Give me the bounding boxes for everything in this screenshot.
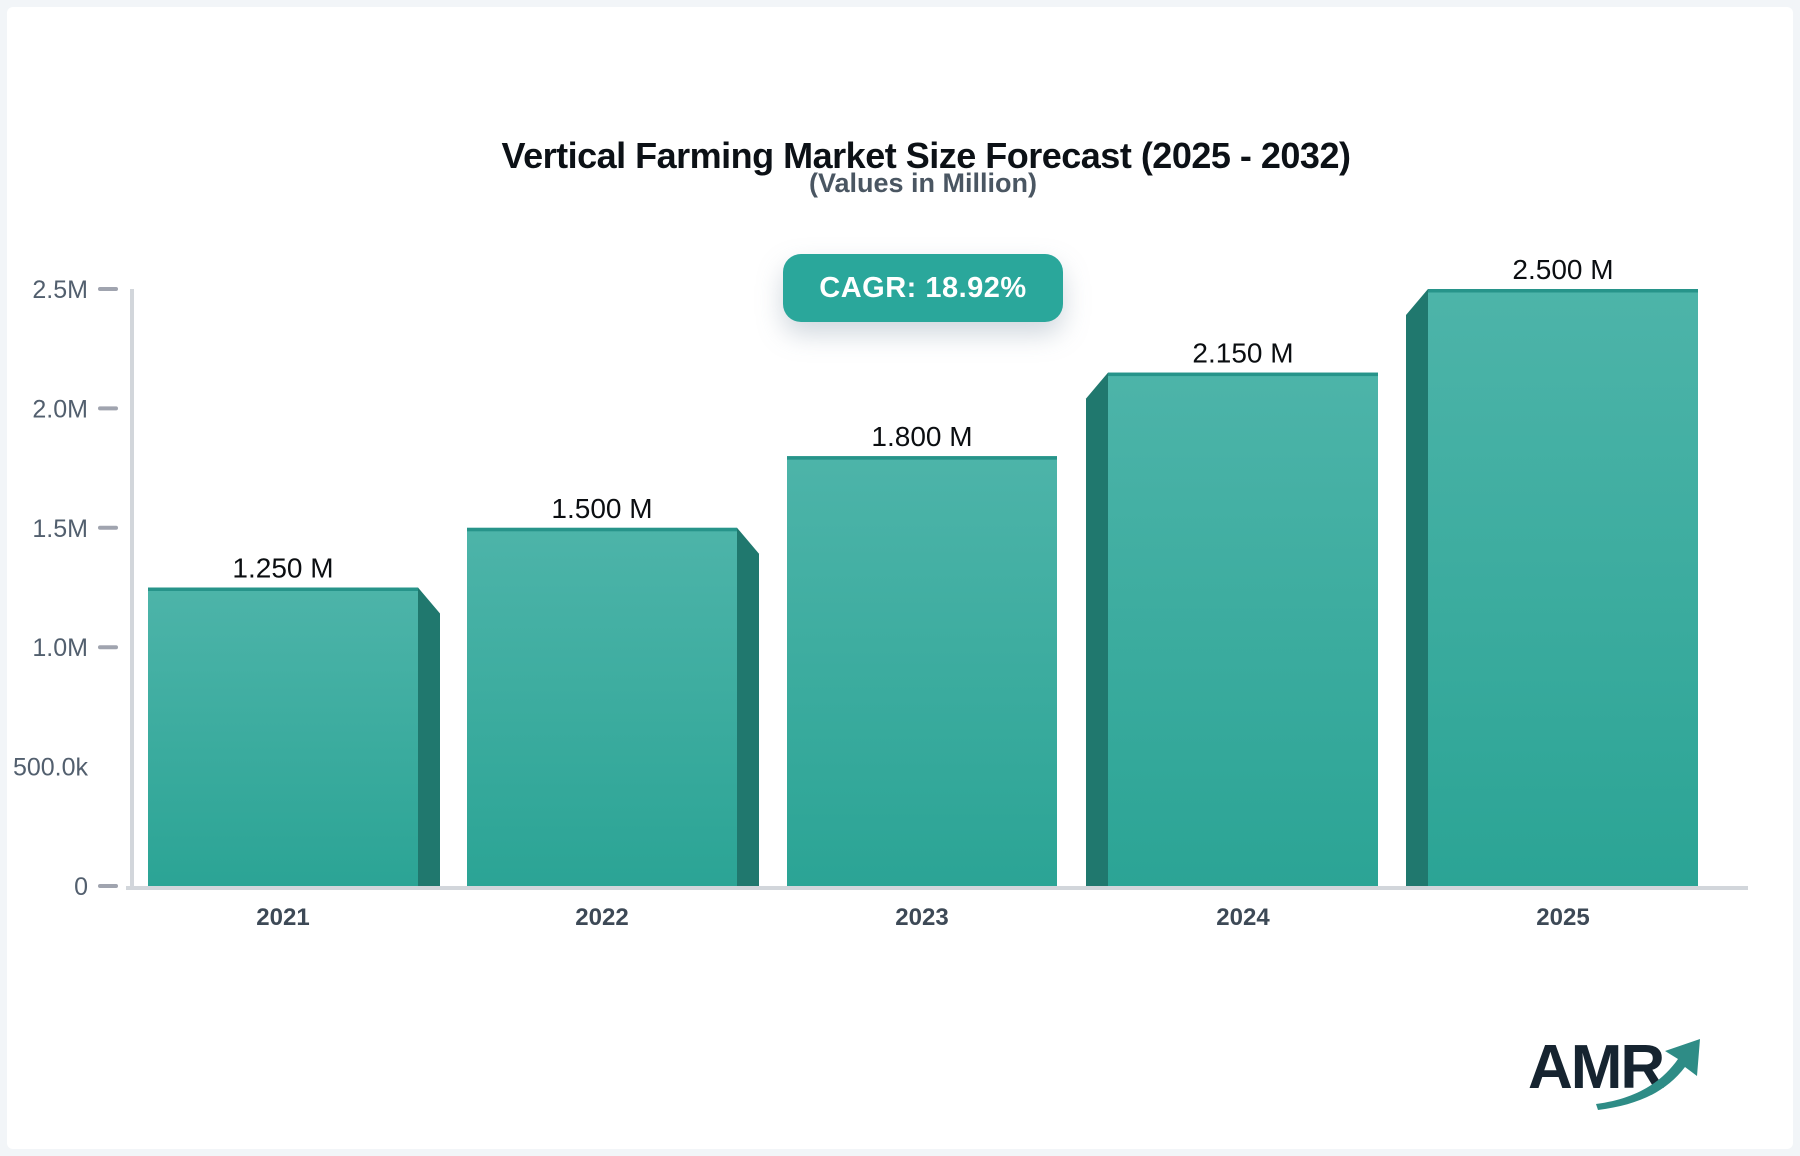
y-axis-tick-label: 500.0k bbox=[13, 754, 89, 782]
y-axis-tick-mark bbox=[98, 645, 118, 650]
y-axis-tick-label: 1.0M bbox=[32, 634, 88, 662]
y-axis-tick-mark bbox=[98, 525, 118, 530]
x-axis-line bbox=[126, 886, 1748, 890]
bar-value-label: 1.250 M bbox=[232, 553, 333, 584]
chart-subtitle: (Values in Million) bbox=[808, 168, 1038, 198]
bar-2025 bbox=[1428, 289, 1698, 886]
growth-arrow-icon bbox=[1596, 1039, 1700, 1110]
bar-depth-side bbox=[1406, 289, 1428, 886]
bar-top-edge bbox=[467, 527, 737, 532]
bar-top-edge bbox=[1108, 372, 1378, 377]
y-axis-tick-label: 1.5M bbox=[32, 515, 88, 543]
y-axis-tick-mark bbox=[98, 884, 118, 888]
y-axis-line bbox=[130, 289, 134, 890]
y-axis-tick-mark bbox=[98, 287, 118, 291]
cagr-badge-label: CAGR: 18.92% bbox=[819, 271, 1027, 304]
bar-top-edge bbox=[148, 587, 418, 591]
bar-top-edge bbox=[787, 456, 1057, 460]
bar-2022 bbox=[467, 527, 737, 886]
y-axis-tick-label: 0 bbox=[74, 873, 88, 901]
chart-title: Vertical Farming Market Size Forecast (2… bbox=[501, 135, 1351, 177]
bar-depth-side bbox=[737, 527, 759, 886]
bar-2021 bbox=[148, 587, 418, 886]
y-axis-tick-label: 2.0M bbox=[32, 395, 88, 423]
bar-value-label: 1.800 M bbox=[871, 421, 972, 452]
x-axis-label: 2025 bbox=[1536, 904, 1589, 931]
amr-logo: AMR bbox=[1528, 1032, 1728, 1122]
cagr-badge: CAGR: 18.92% bbox=[783, 254, 1063, 322]
bar-value-label: 2.500 M bbox=[1512, 254, 1613, 285]
bar-depth-side bbox=[418, 587, 440, 886]
x-axis-label: 2022 bbox=[575, 904, 628, 931]
bar-2023 bbox=[787, 456, 1057, 886]
y-axis-tick-label: 2.5M bbox=[32, 276, 88, 304]
bar-top-edge bbox=[1428, 289, 1698, 293]
bar-2024 bbox=[1108, 372, 1378, 887]
bar-value-label: 2.150 M bbox=[1192, 338, 1293, 369]
x-axis-label: 2024 bbox=[1216, 904, 1270, 931]
bar-depth-side bbox=[1086, 372, 1108, 887]
x-axis-label: 2023 bbox=[895, 904, 948, 931]
bar-value-label: 1.500 M bbox=[551, 493, 652, 524]
x-axis-label: 2021 bbox=[256, 904, 309, 931]
y-axis-tick-mark bbox=[98, 406, 118, 411]
